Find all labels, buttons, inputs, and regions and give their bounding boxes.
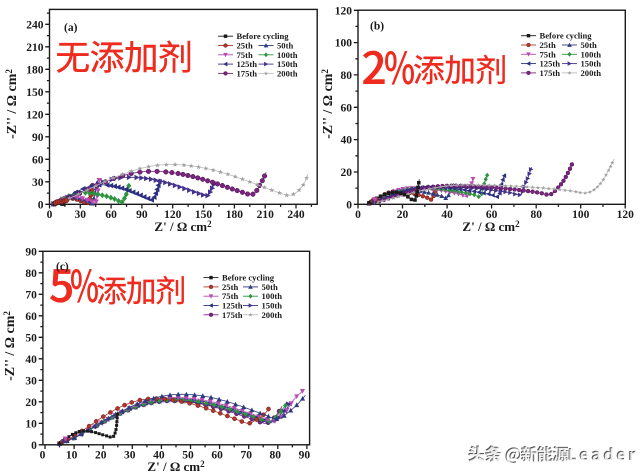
svg-text:120: 120 — [164, 209, 182, 221]
svg-text:Z' / Ω cm2: Z' / Ω cm2 — [147, 459, 205, 474]
svg-text:50: 50 — [25, 332, 37, 344]
svg-text:Before cycling: Before cycling — [222, 273, 275, 283]
svg-text:125th: 125th — [540, 59, 561, 69]
svg-text:180: 180 — [226, 209, 244, 221]
svg-text:10: 10 — [25, 418, 37, 430]
svg-text:90: 90 — [299, 449, 311, 461]
svg-text:200th: 200th — [262, 310, 283, 320]
svg-text:60: 60 — [211, 449, 223, 461]
svg-text:120: 120 — [617, 209, 635, 221]
svg-text:40: 40 — [153, 449, 165, 461]
svg-text:-Z'' / Ω cm2: -Z'' / Ω cm2 — [2, 311, 18, 381]
svg-text:200th: 200th — [581, 68, 602, 78]
svg-text:210: 210 — [257, 209, 275, 221]
svg-text:150th: 150th — [581, 59, 602, 69]
svg-text:75th: 75th — [237, 50, 253, 60]
svg-text:0: 0 — [355, 209, 361, 221]
svg-text:20: 20 — [341, 167, 353, 179]
svg-text:100th: 100th — [581, 49, 602, 59]
svg-text:80: 80 — [25, 268, 37, 280]
svg-text:25th: 25th — [222, 282, 238, 292]
svg-text:20: 20 — [25, 397, 37, 409]
svg-text:40: 40 — [25, 354, 37, 366]
svg-text:150: 150 — [26, 87, 44, 99]
svg-text:80: 80 — [270, 449, 282, 461]
svg-text:60: 60 — [105, 209, 117, 221]
svg-text:125th: 125th — [222, 301, 243, 311]
svg-text:200th: 200th — [277, 68, 298, 78]
svg-text:60: 60 — [341, 102, 353, 114]
svg-text:30: 30 — [75, 209, 87, 221]
svg-text:75th: 75th — [540, 49, 556, 59]
svg-text:25th: 25th — [540, 40, 556, 50]
svg-text:(c): (c) — [56, 261, 69, 273]
svg-text:0: 0 — [346, 199, 352, 211]
svg-text:40: 40 — [441, 209, 453, 221]
svg-text:90: 90 — [136, 209, 148, 221]
svg-text:60: 60 — [32, 154, 44, 166]
svg-text:175th: 175th — [237, 68, 258, 78]
svg-text:30: 30 — [124, 449, 136, 461]
svg-text:120: 120 — [335, 5, 353, 17]
svg-text:0: 0 — [40, 449, 46, 461]
svg-text:100: 100 — [335, 38, 353, 50]
svg-text:Before cycling: Before cycling — [237, 31, 290, 41]
svg-text:0: 0 — [38, 199, 44, 211]
svg-text:30: 30 — [32, 177, 44, 189]
svg-text:125th: 125th — [237, 59, 258, 69]
svg-text:60: 60 — [25, 311, 37, 323]
svg-text:40: 40 — [341, 135, 353, 147]
svg-text:Before cycling: Before cycling — [540, 31, 593, 41]
svg-text:-Z'' / Ω cm2: -Z'' / Ω cm2 — [4, 69, 20, 139]
svg-text:100th: 100th — [262, 291, 283, 301]
svg-text:Z' / Ω cm2: Z' / Ω cm2 — [154, 219, 212, 234]
svg-text:175th: 175th — [540, 68, 561, 78]
svg-text:50th: 50th — [581, 40, 597, 50]
svg-text:Z' / Ω cm2: Z' / Ω cm2 — [462, 219, 520, 234]
svg-text:60: 60 — [486, 209, 498, 221]
svg-text:70: 70 — [240, 449, 252, 461]
svg-text:150th: 150th — [277, 59, 298, 69]
svg-text:50th: 50th — [277, 41, 293, 51]
svg-text:20: 20 — [397, 209, 409, 221]
svg-text:80: 80 — [341, 70, 353, 82]
svg-text:75th: 75th — [222, 291, 238, 301]
svg-text:175th: 175th — [222, 310, 243, 320]
svg-text:(a): (a) — [64, 22, 78, 34]
svg-text:180: 180 — [26, 64, 44, 76]
svg-text:10: 10 — [66, 449, 78, 461]
svg-text:80: 80 — [530, 209, 542, 221]
svg-text:100: 100 — [572, 209, 590, 221]
svg-text:240: 240 — [287, 209, 305, 221]
svg-text:0: 0 — [31, 440, 37, 452]
svg-text:100th: 100th — [277, 50, 298, 60]
svg-text:70: 70 — [25, 289, 37, 301]
svg-text:210: 210 — [26, 42, 44, 54]
svg-text:120: 120 — [26, 109, 44, 121]
svg-text:90: 90 — [25, 246, 37, 258]
svg-text:150: 150 — [195, 209, 213, 221]
svg-text:90: 90 — [32, 132, 44, 144]
svg-text:25th: 25th — [237, 41, 253, 51]
svg-text:50th: 50th — [262, 282, 278, 292]
svg-text:(b): (b) — [370, 21, 384, 33]
svg-text:-Z'' / Ω cm2: -Z'' / Ω cm2 — [320, 69, 336, 139]
svg-text:30: 30 — [25, 375, 37, 387]
svg-text:20: 20 — [95, 449, 107, 461]
svg-text:240: 240 — [26, 19, 44, 31]
svg-text:150th: 150th — [262, 301, 283, 311]
svg-text:0: 0 — [47, 209, 53, 221]
svg-text:50: 50 — [182, 449, 194, 461]
